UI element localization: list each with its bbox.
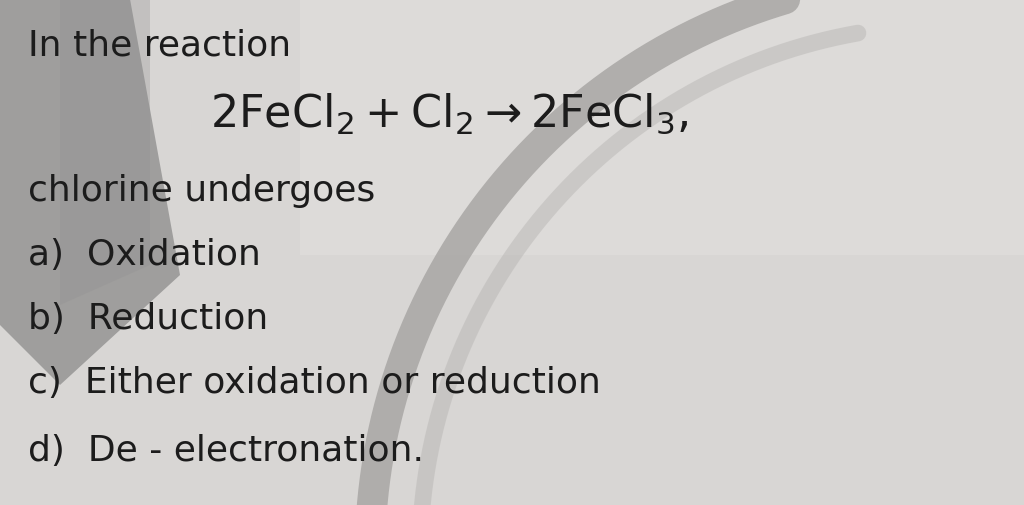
Text: chlorine undergoes: chlorine undergoes: [28, 174, 375, 208]
Text: c)  Either oxidation or reduction: c) Either oxidation or reduction: [28, 365, 601, 399]
Polygon shape: [0, 0, 180, 385]
Text: In the reaction: In the reaction: [28, 28, 291, 62]
Text: d)  De - electronation.: d) De - electronation.: [28, 433, 424, 467]
Bar: [300, 0, 1024, 256]
Text: b)  Reduction: b) Reduction: [28, 301, 268, 335]
Text: a)  Oxidation: a) Oxidation: [28, 237, 261, 272]
Text: $\mathregular{2FeCl_2 + Cl_2 \rightarrow 2FeCl_3}$,: $\mathregular{2FeCl_2 + Cl_2 \rightarrow…: [210, 91, 688, 135]
Polygon shape: [60, 0, 150, 306]
